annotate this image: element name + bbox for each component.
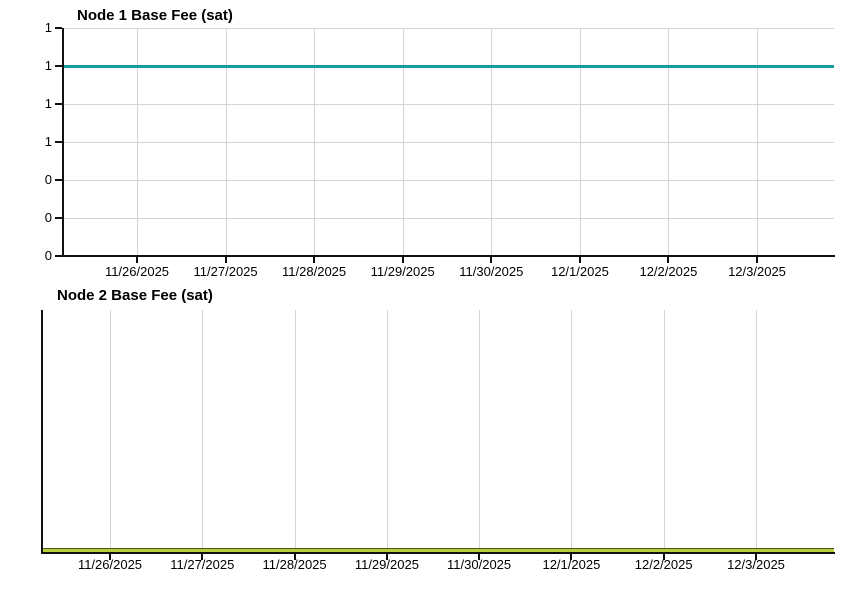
horizontal-gridline <box>63 104 834 105</box>
y-axis-tick <box>55 141 62 143</box>
x-tick-label: 11/27/2025 <box>170 557 235 572</box>
x-tick-label: 11/30/2025 <box>447 557 512 572</box>
x-tick-label: 12/3/2025 <box>727 557 785 572</box>
x-tick-label: 11/29/2025 <box>354 557 419 572</box>
horizontal-gridline <box>63 142 834 143</box>
y-tick-label: 1 <box>44 20 52 35</box>
series-line-2 <box>42 548 834 552</box>
horizontal-gridline <box>63 218 834 219</box>
x-tick-label: 11/28/2025 <box>262 557 327 572</box>
y-axis-line <box>62 28 64 257</box>
vertical-gridline <box>202 310 204 553</box>
vertical-gridline <box>663 310 665 553</box>
horizontal-gridline <box>63 28 834 29</box>
series-line-1 <box>63 65 834 68</box>
x-axis-tick <box>755 553 757 560</box>
y-tick-label: 1 <box>44 58 52 73</box>
x-tick-label: 12/1/2025 <box>542 557 601 572</box>
x-axis-tick <box>313 256 316 263</box>
x-axis-tick <box>578 256 581 263</box>
x-axis-tick <box>756 256 758 263</box>
y-tick-label: 1 <box>44 96 52 111</box>
x-tick-label: 12/2/2025 <box>634 557 693 572</box>
vertical-gridline <box>479 310 481 553</box>
x-axis-tick <box>109 553 111 560</box>
y-axis-tick <box>55 27 62 29</box>
vertical-gridline <box>110 310 111 553</box>
x-axis-tick <box>478 553 481 560</box>
x-axis-tick <box>224 256 227 263</box>
x-axis-tick <box>570 553 573 560</box>
y-axis-tick <box>55 255 62 257</box>
vertical-gridline <box>294 310 296 553</box>
x-tick-label: 11/28/2025 <box>282 264 347 279</box>
x-axis-tick <box>201 553 204 560</box>
y-tick-label: 1 <box>44 134 52 149</box>
x-axis-tick <box>136 256 138 263</box>
x-tick-label: 11/30/2025 <box>459 264 524 279</box>
x-axis-tick <box>401 256 404 263</box>
x-tick-label: 11/26/2025 <box>77 557 143 572</box>
node2-chart-title: Node 2 Base Fee (sat) <box>57 287 213 304</box>
x-tick-label: 12/3/2025 <box>728 264 786 279</box>
y-axis-line <box>41 310 43 554</box>
x-axis-tick <box>385 553 388 560</box>
y-axis-tick <box>55 217 62 219</box>
x-axis-tick <box>293 553 296 560</box>
y-axis-tick <box>55 65 62 67</box>
vertical-gridline <box>386 310 388 553</box>
x-tick-label: 12/2/2025 <box>639 264 698 279</box>
y-tick-label: 0 <box>44 210 52 225</box>
y-axis-tick <box>55 179 62 181</box>
horizontal-gridline <box>63 180 834 181</box>
y-tick-label: 0 <box>44 248 52 263</box>
y-tick-label: 0 <box>44 172 52 187</box>
x-axis-tick <box>490 256 493 263</box>
y-axis-tick <box>55 103 62 105</box>
x-axis-line <box>41 552 835 554</box>
x-tick-label: 11/26/2025 <box>104 264 170 279</box>
x-tick-label: 11/29/2025 <box>370 264 435 279</box>
x-tick-label: 11/27/2025 <box>193 264 258 279</box>
x-tick-label: 12/1/2025 <box>550 264 609 279</box>
x-axis-tick <box>662 553 665 560</box>
x-axis-tick <box>667 256 670 263</box>
vertical-gridline <box>756 310 757 553</box>
vertical-gridline <box>571 310 573 553</box>
x-axis-line <box>62 255 835 257</box>
node1-chart-title: Node 1 Base Fee (sat) <box>77 7 233 24</box>
